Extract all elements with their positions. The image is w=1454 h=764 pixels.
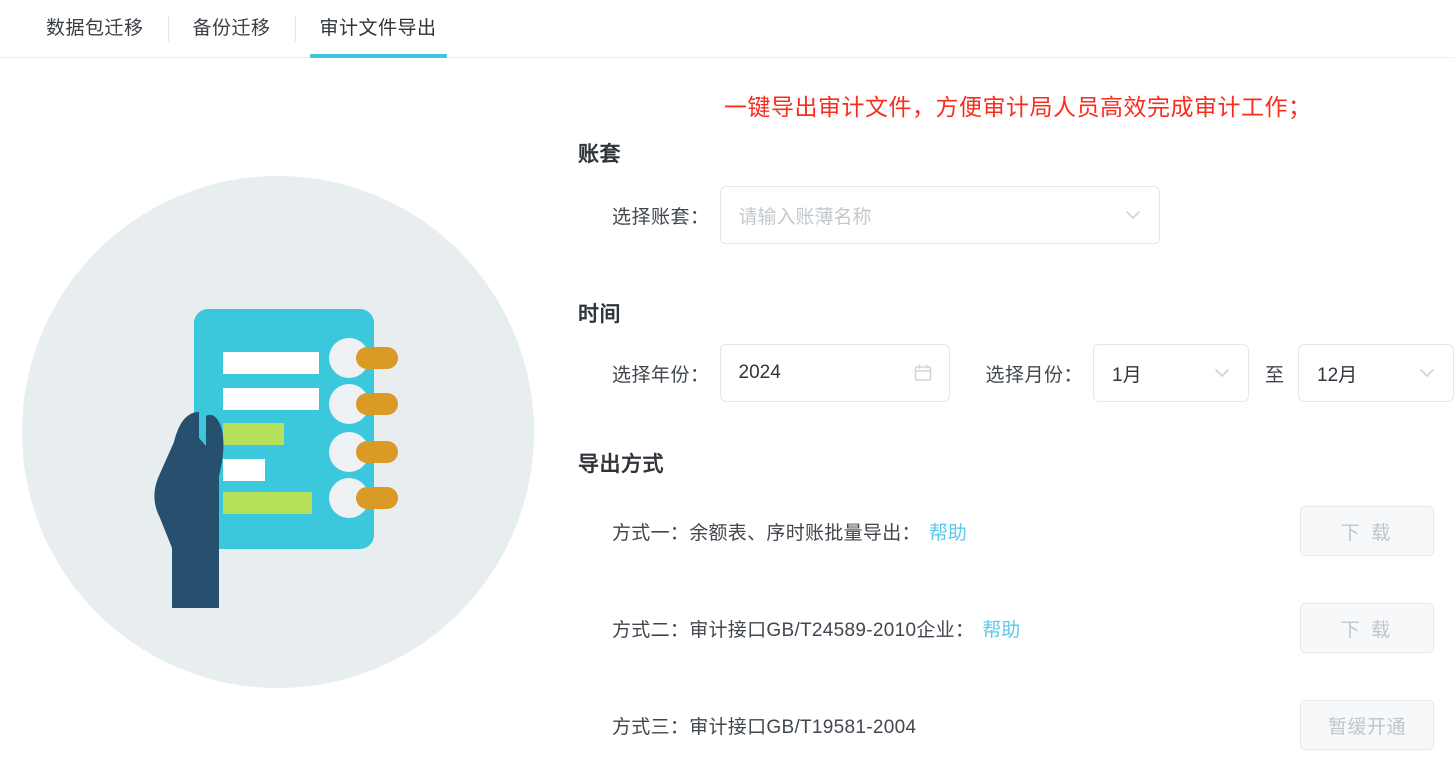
form-column: 一键导出审计文件，方便审计局人员高效完成审计工作； 账套 选择账套： 请输入账薄… xyxy=(560,58,1454,764)
calendar-icon xyxy=(913,363,933,383)
month-select-label: 选择月份： xyxy=(985,364,1084,386)
tab-divider xyxy=(294,15,296,42)
download-button-method-2[interactable]: 下 载 xyxy=(1300,603,1434,653)
month-start-select[interactable]: 1月 xyxy=(1093,344,1250,402)
section-title-account: 账套 xyxy=(578,143,621,166)
export-method-row-2: 方式二：审计接口GB/T24589-2010企业： 帮助 下 载 xyxy=(578,599,1454,657)
account-select-value: 请输入账薄名称 xyxy=(738,206,872,228)
account-select[interactable]: 请输入账薄名称 xyxy=(719,186,1160,244)
hand-holding-notebook-illustration xyxy=(22,176,534,688)
export-method-label: 方式二：审计接口GB/T24589-2010企业： xyxy=(612,619,975,641)
download-button-method-1[interactable]: 下 载 xyxy=(1300,506,1434,556)
help-link-method-2[interactable]: 帮助 xyxy=(982,619,1021,641)
section-export-methods: 导出方式 方式一：余额表、序时账批量导出： 帮助 下 载 方式二：审计接口GB/… xyxy=(578,448,1454,764)
year-value: 2024 xyxy=(738,362,781,383)
month-start-value: 1月 xyxy=(1112,364,1142,386)
export-method-row-3: 方式三：审计接口GB/T19581-2004 暂缓开通 xyxy=(578,696,1454,754)
illustration-artwork xyxy=(154,309,398,608)
section-title-time: 时间 xyxy=(578,303,621,326)
section-title-export: 导出方式 xyxy=(578,453,664,476)
section-account: 账套 选择账套： 请输入账薄名称 xyxy=(578,138,1160,244)
tab-audit-file-export[interactable]: 审计文件导出 xyxy=(296,0,461,58)
tab-divider xyxy=(167,15,169,42)
tab-label: 数据包迁移 xyxy=(46,18,144,39)
export-method-row-1: 方式一：余额表、序时账批量导出： 帮助 下 载 xyxy=(578,502,1454,560)
tab-backup-migration[interactable]: 备份迁移 xyxy=(169,0,295,57)
page-headline: 一键导出审计文件，方便审计局人员高效完成审计工作； xyxy=(724,94,1312,120)
chevron-down-icon xyxy=(1417,363,1437,383)
range-to-label: 至 xyxy=(1265,364,1285,386)
chevron-down-icon xyxy=(1212,363,1232,383)
account-select-row: 选择账套： 请输入账薄名称 xyxy=(578,186,1160,244)
month-end-select[interactable]: 12月 xyxy=(1298,344,1454,402)
pending-activation-button-method-3: 暂缓开通 xyxy=(1300,700,1434,750)
help-link-method-1[interactable]: 帮助 xyxy=(928,522,967,544)
year-input[interactable]: 2024 xyxy=(719,344,950,402)
export-method-label: 方式一：余额表、序时账批量导出： xyxy=(612,522,921,544)
year-select-label: 选择年份： xyxy=(612,364,710,386)
tab-label: 审计文件导出 xyxy=(319,18,437,39)
export-method-label: 方式三：审计接口GB/T19581-2004 xyxy=(612,716,917,738)
tab-data-package-migration[interactable]: 数据包迁移 xyxy=(22,0,168,57)
tab-bar: 数据包迁移 备份迁移 审计文件导出 xyxy=(0,0,1454,58)
time-selectors-row: 选择年份： 2024 选择月份： 1月 xyxy=(578,344,1454,402)
account-select-label: 选择账套： xyxy=(612,206,710,228)
month-end-value: 12月 xyxy=(1317,364,1358,386)
tab-label: 备份迁移 xyxy=(192,18,271,39)
chevron-down-icon xyxy=(1123,205,1143,225)
page-content: 一键导出审计文件，方便审计局人员高效完成审计工作； 账套 选择账套： 请输入账薄… xyxy=(0,58,1454,764)
section-time: 时间 选择年份： 2024 选择月份： 1月 xyxy=(578,298,1454,402)
